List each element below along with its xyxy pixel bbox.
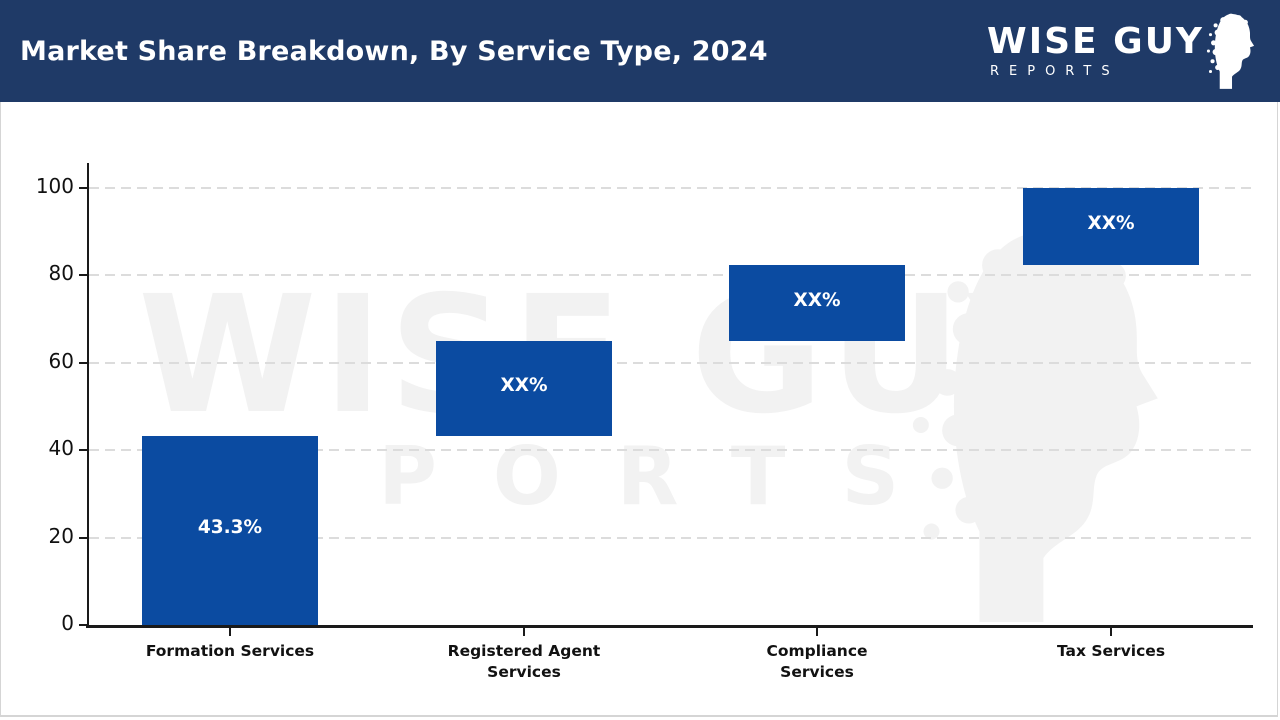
y-axis-tick-mark (79, 624, 88, 626)
y-axis-tick-mark (79, 449, 88, 451)
y-axis-tick-label: 40 (48, 436, 74, 460)
x-axis-category-label-tax-services: Tax Services (981, 641, 1241, 662)
y-axis-tick-label: 100 (35, 173, 74, 198)
x-axis-tick-mark (229, 628, 231, 636)
logo-wordmark-line2: REPORTS (989, 63, 1120, 79)
x-axis-tick-mark (816, 628, 818, 636)
logo-wordmark-line1: WISE GUY (986, 20, 1204, 62)
bar-formation-services (142, 435, 318, 625)
bar-registered-agent-services (436, 340, 612, 436)
wise-guy-reports-logo: WISE GUY REPORTS (987, 10, 1262, 92)
bar-value-label-tax-services: XX% (1087, 213, 1135, 235)
x-axis-line (86, 625, 1253, 628)
y-gridline-80 (89, 274, 1253, 276)
y-gridline-100 (89, 186, 1253, 189)
y-axis-tick-label: 0 (61, 611, 74, 635)
logo-wordmark: WISE GUY REPORTS (986, 20, 1204, 79)
x-axis-category-label-line: Compliance (766, 642, 868, 660)
y-axis-tick-label: 20 (48, 523, 74, 548)
y-gridline-20 (89, 536, 1253, 539)
x-axis-category-label-line: Tax Services (1056, 642, 1166, 660)
bar-compliance-services (729, 264, 905, 341)
y-axis-tick-label: 80 (48, 261, 74, 285)
y-gridline-60 (89, 361, 1253, 364)
page-title: Market Share Breakdown, By Service Type,… (20, 35, 768, 67)
y-axis-line (87, 163, 89, 628)
x-axis-category-label-line: Services (487, 663, 561, 681)
y-axis-tick-mark (79, 186, 88, 189)
y-axis-tick-mark (79, 274, 88, 276)
y-axis-tick-mark (79, 536, 88, 539)
x-axis-category-label-line: Formation Services (145, 642, 315, 660)
x-axis-category-label-line: Services (780, 663, 854, 681)
y-axis-tick-label: 60 (48, 348, 74, 373)
x-axis-category-label-registered-agent-services: Registered Agent Services (394, 641, 654, 683)
header-bar: Market Share Breakdown, By Service Type,… (0, 0, 1280, 102)
x-axis-tick-mark (1110, 628, 1112, 636)
x-axis-category-label-formation-services: Formation Services (100, 641, 360, 662)
x-axis-tick-mark (523, 628, 525, 636)
y-gridline-40 (89, 449, 1253, 451)
x-axis-category-label-compliance-services: Compliance Services (687, 641, 947, 683)
bar-value-label-formation-services: 43.3% (197, 517, 263, 539)
y-axis-tick-mark (79, 361, 88, 364)
bar-value-label-compliance-services: XX% (793, 289, 841, 311)
x-axis-category-label-line: Registered Agent (447, 642, 601, 660)
dotted-head-icon (1206, 13, 1255, 89)
bar-value-label-registered-agent-services: XX% (500, 375, 548, 397)
